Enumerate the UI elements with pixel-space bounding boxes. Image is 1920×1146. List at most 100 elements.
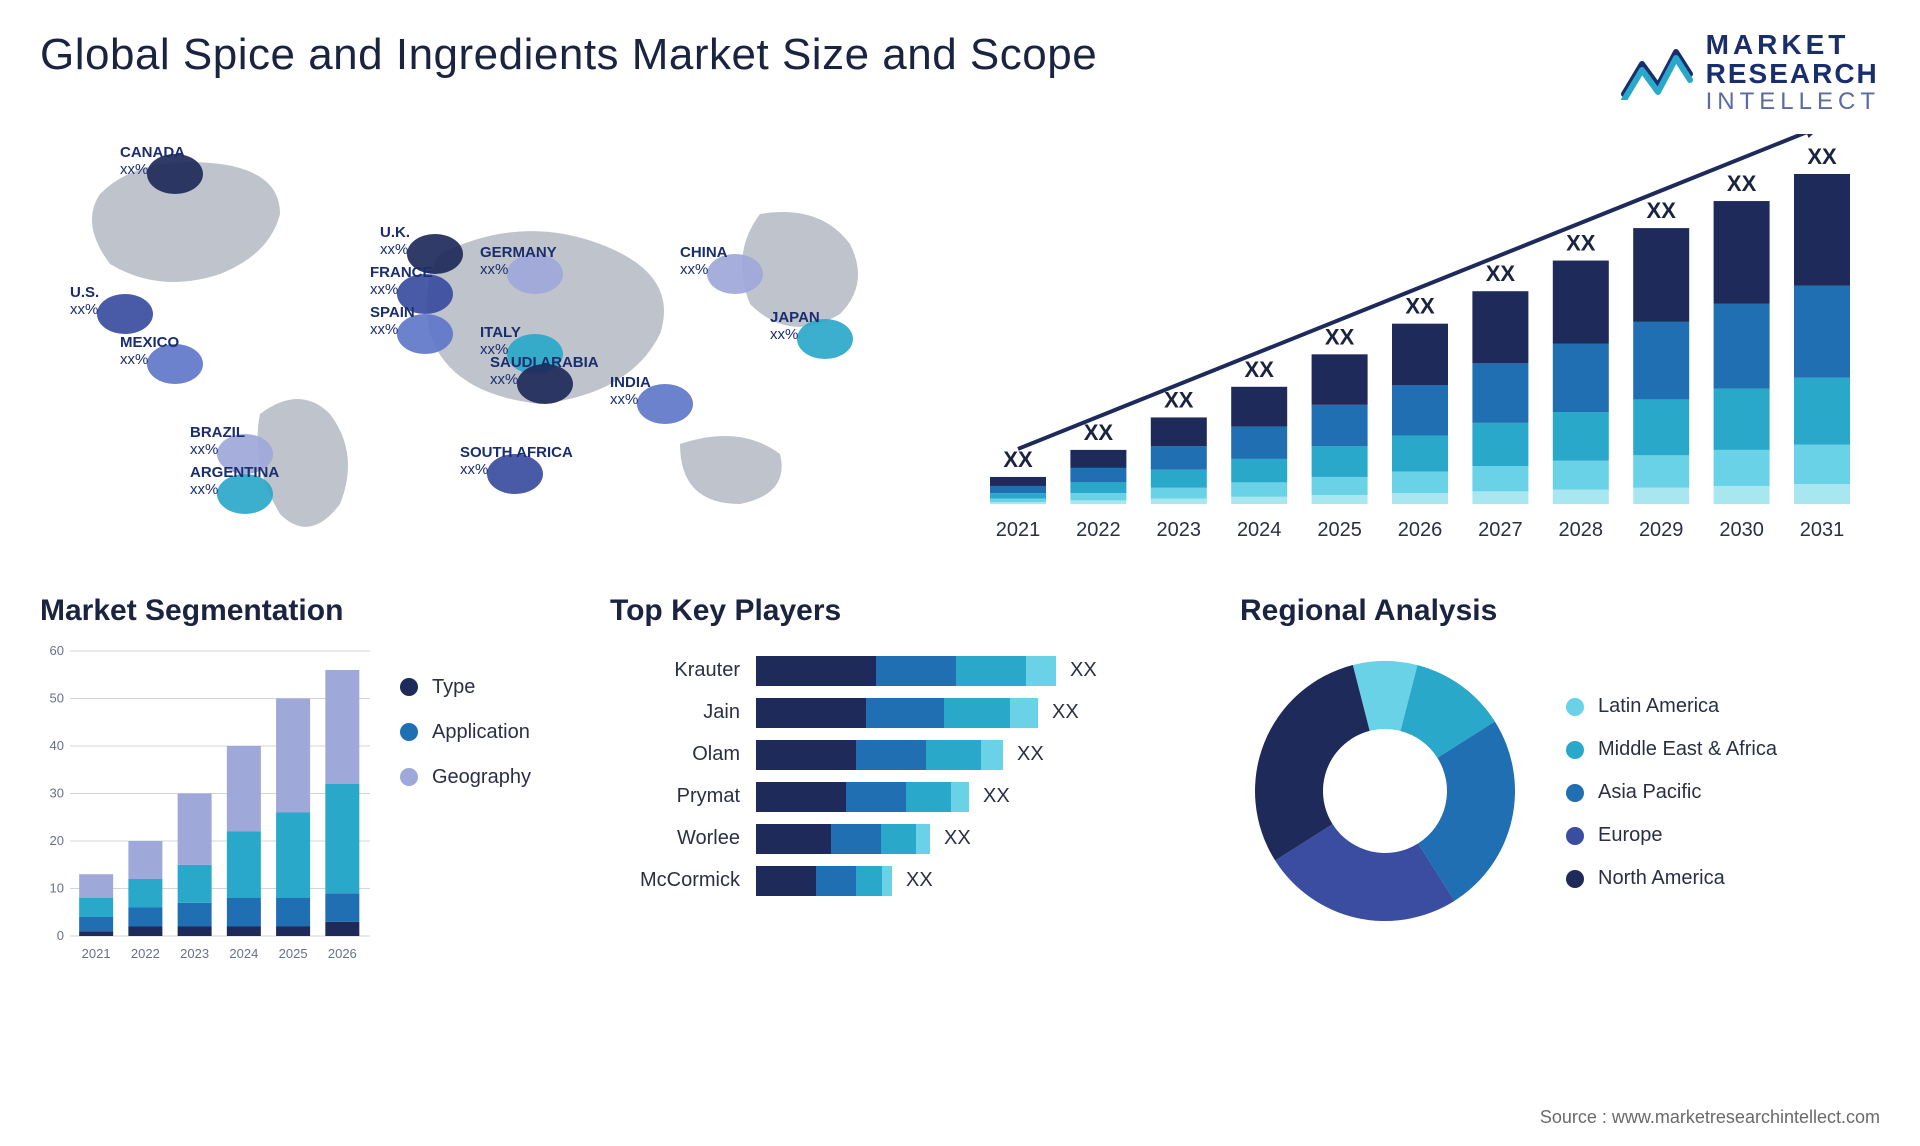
- svg-text:2022: 2022: [131, 946, 160, 961]
- region-legend-item: Latin America: [1566, 695, 1777, 718]
- svg-text:60: 60: [50, 646, 64, 658]
- player-value: XX: [906, 869, 933, 892]
- svg-text:2031: 2031: [1800, 519, 1845, 541]
- player-value: XX: [1017, 743, 1044, 766]
- svg-text:50: 50: [50, 690, 64, 705]
- players-title: Top Key Players: [610, 594, 1210, 628]
- svg-text:2024: 2024: [1237, 519, 1282, 541]
- map-label: FRANCExx%: [370, 264, 433, 299]
- map-label: ARGENTINAxx%: [190, 464, 279, 499]
- svg-text:0: 0: [57, 928, 64, 943]
- player-row: Krauter XX: [610, 656, 1210, 686]
- svg-text:XX: XX: [1727, 171, 1757, 196]
- svg-text:XX: XX: [1245, 357, 1275, 382]
- svg-text:2029: 2029: [1639, 519, 1684, 541]
- player-name: Olam: [610, 743, 740, 766]
- svg-text:2023: 2023: [1157, 519, 1202, 541]
- map-label: GERMANYxx%: [480, 244, 557, 279]
- map-label: INDIAxx%: [610, 374, 651, 409]
- player-value: XX: [983, 785, 1010, 808]
- player-bar: [756, 698, 1038, 728]
- segmentation-legend-item: Geography: [400, 766, 531, 789]
- player-value: XX: [944, 827, 971, 850]
- logo-text-1: MARKET: [1706, 30, 1880, 59]
- svg-text:2028: 2028: [1559, 519, 1604, 541]
- svg-text:XX: XX: [1405, 294, 1435, 319]
- player-bar: [756, 740, 1003, 770]
- player-value: XX: [1070, 659, 1097, 682]
- player-name: McCormick: [610, 869, 740, 892]
- player-row: Worlee XX: [610, 824, 1210, 854]
- source-text: Source : www.marketresearchintellect.com: [1540, 1107, 1880, 1128]
- map-label: U.S.xx%: [70, 284, 99, 319]
- region-title: Regional Analysis: [1240, 594, 1880, 628]
- player-bar: [756, 866, 892, 896]
- logo-icon: [1620, 44, 1694, 100]
- svg-text:2024: 2024: [229, 946, 258, 961]
- map-label: CANADAxx%: [120, 144, 185, 179]
- svg-text:2026: 2026: [328, 946, 357, 961]
- logo-text-3: INTELLECT: [1706, 89, 1880, 114]
- segmentation-chart: 0 10 20 30 40 50 60 2021 2022 2023 2024 2025 2026: [40, 646, 370, 966]
- svg-text:XX: XX: [1566, 231, 1596, 256]
- svg-text:2025: 2025: [279, 946, 308, 961]
- player-bar: [756, 656, 1056, 686]
- player-name: Prymat: [610, 785, 740, 808]
- segmentation-legend-item: Type: [400, 676, 531, 699]
- map-label: MEXICOxx%: [120, 334, 179, 369]
- map-label: U.K.xx%: [380, 224, 410, 259]
- player-value: XX: [1052, 701, 1079, 724]
- svg-text:XX: XX: [1807, 144, 1837, 169]
- segmentation-legend-item: Application: [400, 721, 531, 744]
- svg-text:XX: XX: [1325, 324, 1355, 349]
- svg-text:10: 10: [50, 880, 64, 895]
- svg-text:XX: XX: [1647, 198, 1677, 223]
- player-row: McCormick XX: [610, 866, 1210, 896]
- svg-text:2021: 2021: [996, 519, 1041, 541]
- svg-text:2027: 2027: [1478, 519, 1523, 541]
- brand-logo: MARKET RESEARCH INTELLECT: [1620, 30, 1880, 114]
- player-row: Jain XX: [610, 698, 1210, 728]
- svg-text:XX: XX: [1084, 420, 1114, 445]
- player-name: Jain: [610, 701, 740, 724]
- map-label: SAUDI ARABIAxx%: [490, 354, 599, 389]
- world-map-panel: CANADAxx% U.S.xx% MEXICOxx% BRAZILxx% ARGENT…: [40, 134, 920, 554]
- map-label: CHINAxx%: [680, 244, 728, 279]
- player-bar: [756, 782, 969, 812]
- region-legend-item: Europe: [1566, 824, 1777, 847]
- svg-text:2022: 2022: [1076, 519, 1121, 541]
- segmentation-legend: Type Application Geography: [400, 646, 531, 789]
- player-row: Olam XX: [610, 740, 1210, 770]
- svg-text:2026: 2026: [1398, 519, 1443, 541]
- segmentation-panel: Market Segmentation 0 10 20 30 40 50 60 2021 202…: [40, 594, 580, 1014]
- svg-text:2030: 2030: [1719, 519, 1764, 541]
- region-legend-item: Asia Pacific: [1566, 781, 1777, 804]
- page-title: Global Spice and Ingredients Market Size…: [40, 30, 1097, 80]
- svg-text:XX: XX: [1486, 261, 1516, 286]
- region-legend: Latin America Middle East & Africa Asia Pa…: [1566, 691, 1777, 890]
- svg-text:XX: XX: [1164, 387, 1194, 412]
- player-name: Krauter: [610, 659, 740, 682]
- map-label: SOUTH AFRICAxx%: [460, 444, 573, 479]
- svg-text:20: 20: [50, 833, 64, 848]
- map-label: BRAZILxx%: [190, 424, 245, 459]
- player-name: Worlee: [610, 827, 740, 850]
- svg-text:XX: XX: [1003, 447, 1033, 472]
- region-donut-chart: [1240, 646, 1530, 936]
- main-bar-chart: XX 2021 XX 2022 XX 2023 XX 2024 XX 2025 XX 2026 XX 20…: [960, 134, 1880, 554]
- svg-text:30: 30: [50, 785, 64, 800]
- players-panel: Top Key Players Krauter XX Jain XX Olam …: [610, 594, 1210, 1014]
- segmentation-title: Market Segmentation: [40, 594, 580, 628]
- region-panel: Regional Analysis Latin America Middle Ea…: [1240, 594, 1880, 1014]
- player-row: Prymat XX: [610, 782, 1210, 812]
- map-label: SPAINxx%: [370, 304, 415, 339]
- svg-text:2025: 2025: [1317, 519, 1362, 541]
- region-legend-item: North America: [1566, 867, 1777, 890]
- svg-text:40: 40: [50, 738, 64, 753]
- svg-text:2021: 2021: [82, 946, 111, 961]
- svg-text:2023: 2023: [180, 946, 209, 961]
- logo-text-2: RESEARCH: [1706, 59, 1880, 88]
- player-bar: [756, 824, 930, 854]
- region-legend-item: Middle East & Africa: [1566, 738, 1777, 761]
- map-label: JAPANxx%: [770, 309, 820, 344]
